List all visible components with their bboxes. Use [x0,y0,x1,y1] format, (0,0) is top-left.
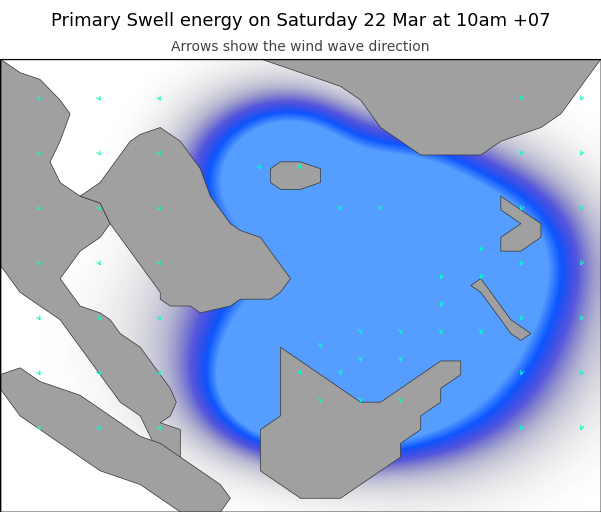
Text: Arrows show the wind wave direction: Arrows show the wind wave direction [171,40,430,54]
Polygon shape [260,347,461,498]
Polygon shape [0,368,230,512]
Polygon shape [501,196,541,251]
Polygon shape [260,59,601,155]
Polygon shape [0,59,180,457]
Polygon shape [80,127,290,313]
Polygon shape [270,162,320,189]
Polygon shape [471,279,531,340]
Text: Primary Swell energy on Saturday 22 Mar at 10am +07: Primary Swell energy on Saturday 22 Mar … [50,12,551,30]
